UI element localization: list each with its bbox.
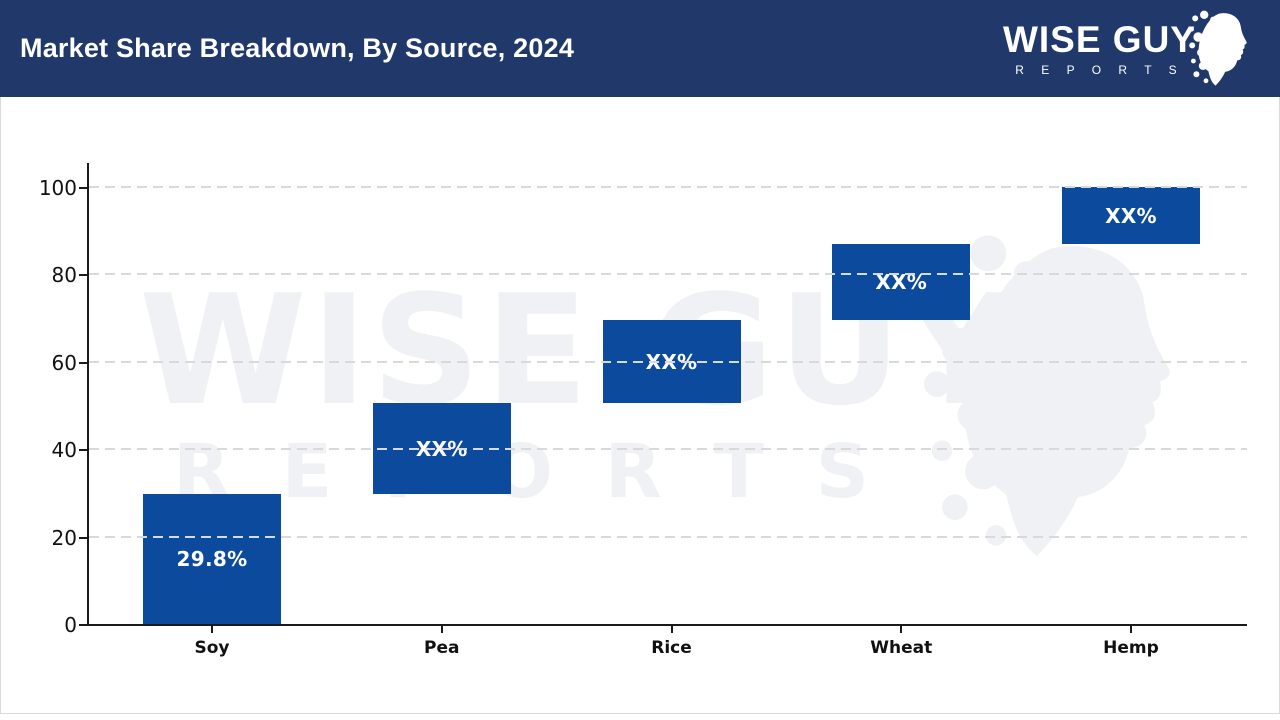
category-label-wheat: Wheat [870, 638, 933, 658]
x-tickmark-wheat [900, 626, 903, 633]
y-tick-label-80: 80 [51, 263, 77, 288]
header-bar: Market Share Breakdown, By Source, 2024 … [0, 0, 1280, 97]
gridline-40 [89, 448, 1247, 451]
gridline-60 [89, 360, 1247, 363]
y-tickmark-80 [79, 274, 87, 277]
category-label-pea: Pea [424, 638, 460, 658]
waterfall-chart: 0 20 40 60 80 100 29.8% Soy XX% Pea XX% Rice XX% Whea… [1, 97, 1279, 713]
gridline-80 [89, 273, 1247, 276]
page-title: Market Share Breakdown, By Source, 2024 [20, 33, 575, 63]
gridline-20 [89, 535, 1247, 538]
y-tickmark-100 [79, 187, 87, 189]
x-tickmark-hemp [1130, 626, 1132, 633]
y-tick-label-40: 40 [51, 438, 77, 463]
gridline-100 [89, 186, 1247, 188]
y-axis-line [87, 163, 89, 626]
y-tick-label-100: 100 [38, 176, 77, 200]
chart-panel: WISE GUY R E P O R T S 0 20 40 60 80 100 29.8%… [0, 97, 1280, 714]
bar-value-label-soy: 29.8% [176, 546, 248, 571]
x-axis-line [87, 624, 1247, 626]
logo-name: WISE GUY [1002, 18, 1196, 60]
logo-tagline: R E P O R T S [1015, 62, 1184, 77]
y-tickmark-40 [79, 449, 87, 452]
x-tickmark-rice [670, 626, 673, 633]
y-tick-label-20: 20 [51, 525, 77, 550]
wise-guy-logo: WISE GUY R E P O R T S [1003, 10, 1254, 88]
bar-soy: 29.8% [143, 493, 281, 624]
y-tick-label-60: 60 [51, 350, 77, 375]
y-tickmark-0 [79, 624, 87, 626]
bar-hemp: XX% [1062, 187, 1200, 245]
x-tickmark-soy [211, 626, 213, 633]
logo-head-icon [1188, 10, 1254, 88]
logo-text: WISE GUY R E P O R T S [1003, 21, 1196, 77]
category-label-hemp: Hemp [1103, 638, 1159, 658]
category-label-soy: Soy [194, 638, 230, 658]
bar-wheat: XX% [832, 244, 971, 320]
y-tickmark-20 [79, 536, 87, 539]
y-tick-label-0: 0 [64, 613, 77, 637]
x-tickmark-pea [440, 626, 443, 633]
y-tickmark-60 [79, 361, 87, 364]
category-label-rice: Rice [651, 638, 692, 658]
bar-value-label-hemp: XX% [1105, 203, 1157, 228]
